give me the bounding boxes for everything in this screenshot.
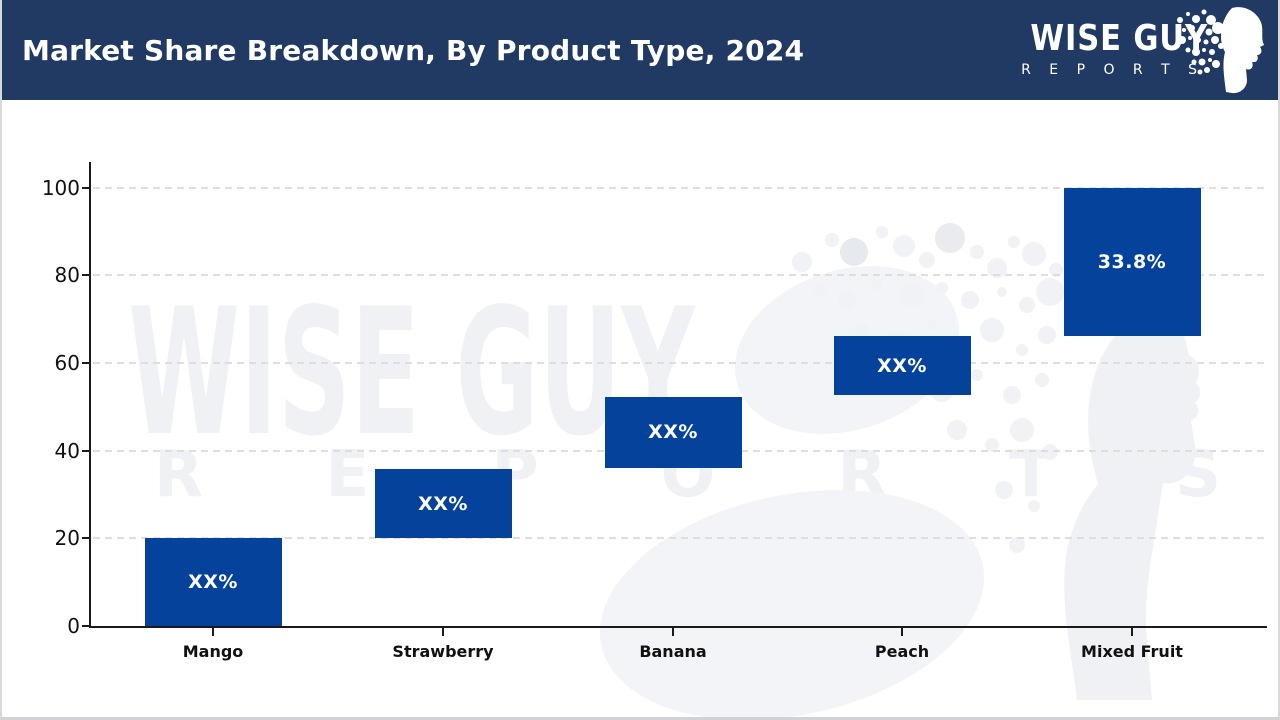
- watermark-brand-text: WISE GUY: [128, 272, 695, 475]
- gridline-y80: [93, 274, 1267, 277]
- y-tick-mark: [82, 625, 89, 627]
- y-tick-mark: [82, 274, 89, 277]
- x-tick-mark: [442, 628, 444, 636]
- header-band: Market Share Breakdown, By Product Type,…: [2, 0, 1278, 100]
- bar-mixed-fruit: 33.8%: [1063, 187, 1201, 336]
- x-tick-mark: [1131, 628, 1133, 636]
- y-tick-mark: [82, 537, 89, 540]
- bar-value-label: XX%: [877, 354, 927, 377]
- x-tick-label: Banana: [639, 642, 707, 661]
- y-tick-label: 40: [54, 438, 80, 463]
- x-tick-mark: [212, 628, 214, 636]
- x-tick-mark: [901, 628, 903, 636]
- y-axis-line: [89, 162, 91, 628]
- gridline-y20: [93, 537, 1267, 540]
- x-tick-label: Strawberry: [392, 642, 494, 661]
- bar-strawberry: XX%: [374, 469, 512, 539]
- y-tick-label: 80: [54, 263, 80, 288]
- bar-value-label: XX%: [418, 492, 468, 515]
- gridline-y100: [93, 186, 1267, 189]
- brand-subtitle: R E P O R T S: [1021, 62, 1204, 78]
- y-tick-label: 0: [67, 614, 80, 638]
- bar-value-label: XX%: [648, 421, 698, 444]
- y-tick-mark: [82, 186, 89, 189]
- page-title: Market Share Breakdown, By Product Type,…: [22, 33, 805, 67]
- y-tick-label: 100: [41, 175, 80, 200]
- x-tick-mark: [672, 628, 674, 636]
- y-tick-mark: [82, 449, 89, 452]
- bar-value-label: 33.8%: [1097, 250, 1167, 273]
- brand-logo: WISE GUY R E P O R T S: [1014, 0, 1274, 100]
- bar-mango: XX%: [144, 538, 282, 626]
- x-tick-label: Mango: [182, 642, 244, 661]
- y-tick-label: 20: [54, 526, 80, 551]
- y-tick-mark: [82, 361, 89, 364]
- x-tick-label: Peach: [874, 642, 930, 661]
- brand-name: WISE GUY: [1030, 18, 1208, 59]
- bar-value-label: XX%: [188, 571, 238, 594]
- y-tick-label: 60: [54, 350, 80, 375]
- x-axis-line: [89, 626, 1267, 628]
- x-tick-label: Mixed Fruit: [1081, 642, 1183, 661]
- bar-banana: XX%: [604, 396, 742, 469]
- bar-peach: XX%: [833, 335, 971, 396]
- gridline-y60: [93, 361, 1267, 364]
- brand-face-icon: [1177, 7, 1264, 94]
